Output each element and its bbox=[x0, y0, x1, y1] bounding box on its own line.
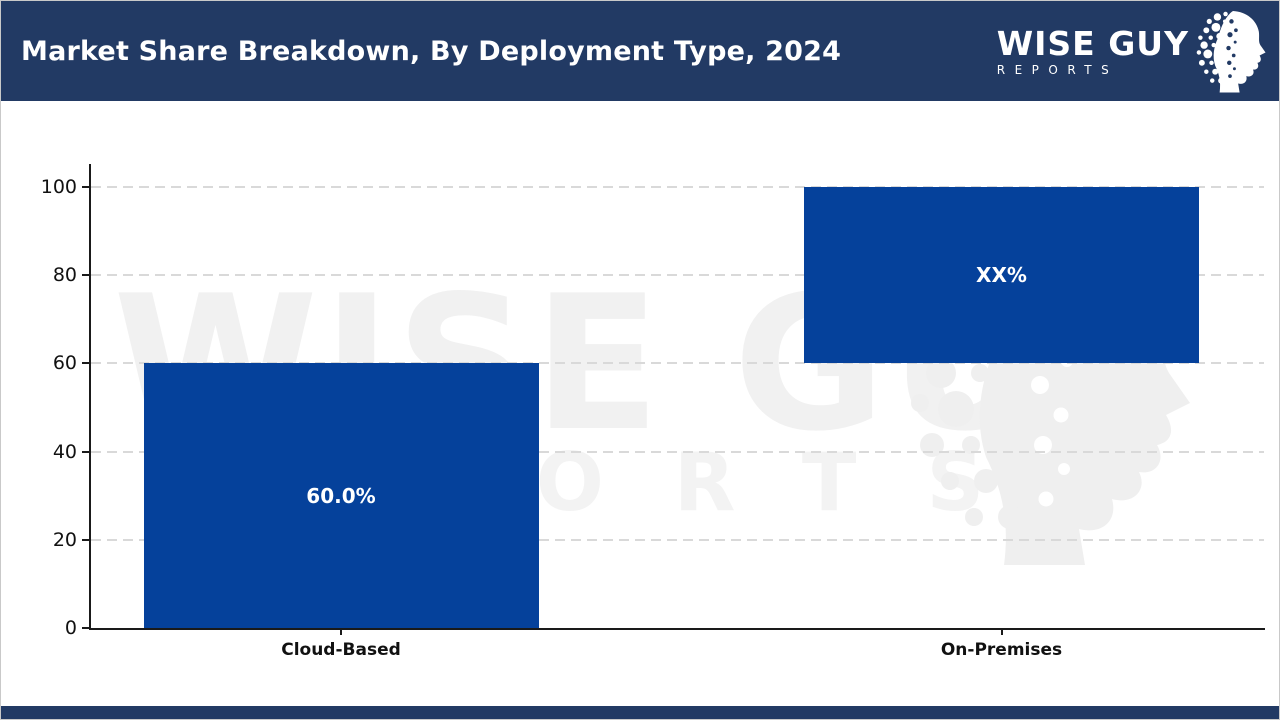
bar-on-premises: XX% bbox=[804, 187, 1199, 364]
header: Market Share Breakdown, By Deployment Ty… bbox=[1, 1, 1279, 101]
gridline bbox=[91, 186, 1264, 188]
y-tick-mark bbox=[82, 627, 89, 629]
bar-cloud-based: 60.0% bbox=[143, 363, 539, 628]
bar-value-label: XX% bbox=[976, 263, 1027, 288]
y-tick-label: 60 bbox=[52, 352, 77, 375]
y-tick-mark bbox=[82, 186, 89, 188]
y-tick-label: 0 bbox=[64, 617, 77, 639]
x-tick-mark bbox=[340, 630, 342, 635]
gridline bbox=[91, 538, 1264, 541]
y-tick-label: 100 bbox=[40, 176, 77, 198]
y-tick-mark bbox=[82, 362, 89, 365]
x-tick-mark bbox=[1000, 630, 1003, 635]
page-title: Market Share Breakdown, By Deployment Ty… bbox=[21, 35, 842, 67]
y-axis-line bbox=[89, 164, 91, 630]
logo-wordmark: WISE GUY bbox=[996, 23, 1189, 63]
x-tick-label-cloud-based: Cloud-Based bbox=[281, 640, 401, 660]
x-axis-line bbox=[89, 628, 1265, 630]
y-tick-mark bbox=[82, 274, 89, 277]
y-tick-label: 80 bbox=[52, 264, 77, 287]
y-tick-mark bbox=[82, 450, 89, 453]
y-tick-label: 40 bbox=[52, 440, 77, 463]
brand-logo-text: WISE GUY REPORTS bbox=[997, 27, 1189, 76]
bar-value-label: 60.0% bbox=[306, 483, 376, 508]
y-tick-label: 20 bbox=[52, 528, 77, 551]
gridline bbox=[91, 274, 1264, 277]
footer-bar bbox=[1, 706, 1279, 719]
x-tick-label-on-premises: On-Premises bbox=[940, 640, 1063, 660]
gridline bbox=[91, 362, 1264, 365]
logo-face-icon bbox=[1196, 11, 1266, 93]
brand-logo: WISE GUY REPORTS bbox=[997, 9, 1267, 93]
logo-subtitle: REPORTS bbox=[996, 62, 1119, 77]
y-tick-mark bbox=[82, 538, 89, 541]
gridline bbox=[91, 450, 1264, 453]
